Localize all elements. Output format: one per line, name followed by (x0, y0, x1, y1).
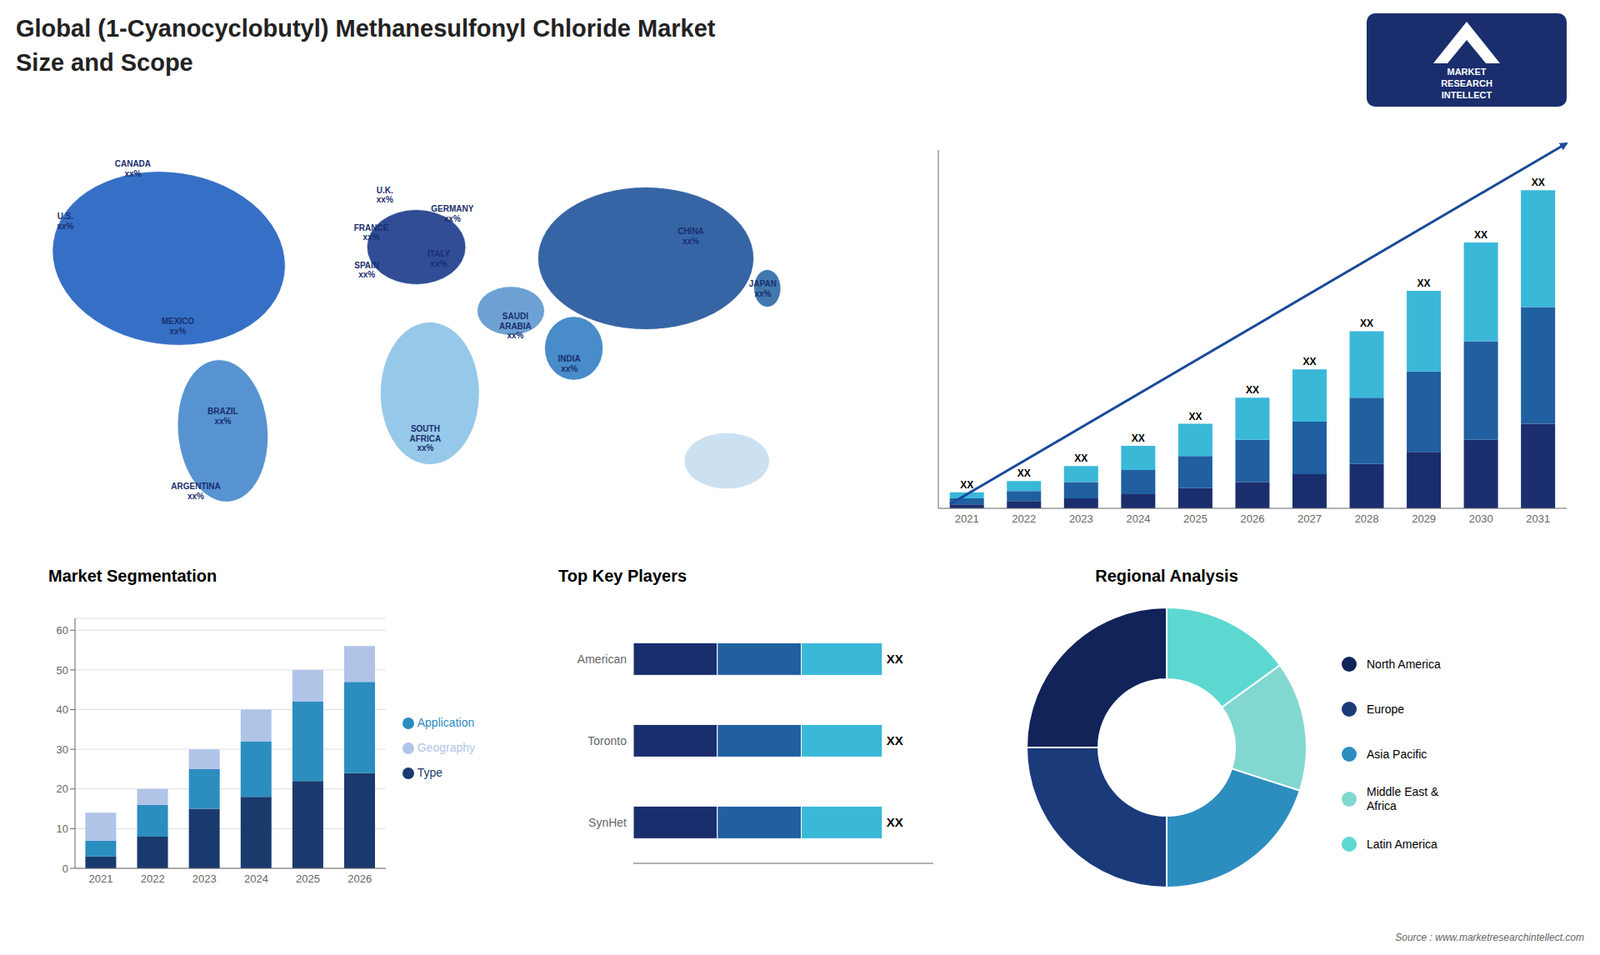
svg-text:50: 50 (56, 664, 69, 677)
html-text:ITALY xx%: ITALY xx% (427, 248, 451, 268)
svg-text:Toronto: Toronto (587, 734, 627, 748)
svg-text:XX: XX (886, 815, 904, 830)
svg-text:30: 30 (56, 743, 69, 756)
svg-text:2025: 2025 (1183, 512, 1208, 525)
svg-text:XX: XX (1245, 384, 1260, 396)
svg-text:0: 0 (62, 862, 69, 875)
html-text:INDIA xx%: INDIA xx% (558, 353, 581, 373)
html-text:U.K. xx%: U.K. xx% (376, 185, 394, 204)
svg-text:SynHet: SynHet (588, 815, 627, 830)
html-text:Source : www.marketresearchint: Source : www.marketresearchintellect.com (1395, 931, 1585, 944)
html-text:SAUDI ARABIA xx%: SAUDI ARABIA xx% (499, 311, 532, 340)
svg-text:XX: XX (886, 651, 904, 666)
svg-text:XX: XX (1531, 176, 1545, 189)
html-text:Market Segmentation: Market Segmentation (48, 566, 217, 585)
html-text:Europe: Europe (1366, 702, 1405, 716)
svg-text:XX: XX (1360, 317, 1374, 330)
svg-text:2031: 2031 (1525, 512, 1550, 525)
svg-text:20: 20 (56, 782, 69, 795)
svg-text:2030: 2030 (1469, 512, 1494, 525)
html-text:GERMANY xx%: GERMANY xx% (431, 203, 474, 223)
html-text:Top Key Players: Top Key Players (558, 566, 687, 585)
svg-text:XX: XX (1302, 355, 1316, 368)
svg-text:XX: XX (1188, 410, 1202, 423)
html-text:Asia Pacific: Asia Pacific (1366, 747, 1427, 761)
html-text:Application: Application (417, 715, 475, 730)
svg-text:XX: XX (1131, 432, 1145, 445)
svg-text:2022: 2022 (1011, 512, 1036, 525)
svg-text:2024: 2024 (244, 872, 269, 885)
svg-text:2028: 2028 (1355, 512, 1380, 525)
svg-text:2029: 2029 (1411, 512, 1436, 525)
svg-text:60: 60 (56, 624, 69, 637)
html-text:CHINA xx%: CHINA xx% (677, 226, 704, 245)
svg-text:American: American (577, 652, 627, 666)
html-text:BRAZIL xx%: BRAZIL xx% (207, 406, 239, 425)
svg-text:2025: 2025 (295, 872, 320, 885)
html-text:SPAIN xx%: SPAIN xx% (354, 260, 380, 279)
svg-text:2026: 2026 (347, 872, 372, 885)
svg-text:2023: 2023 (192, 872, 217, 885)
html-text:Latin America: Latin America (1366, 837, 1438, 851)
html-text:North America: North America (1366, 657, 1441, 671)
html-text:Regional Analysis: Regional Analysis (1095, 566, 1239, 585)
html-text:FRANCE xx%: FRANCE xx% (354, 222, 389, 242)
html-text:JAPAN xx%: JAPAN xx% (749, 278, 777, 298)
svg-text:2021: 2021 (89, 872, 114, 885)
svg-text:10: 10 (56, 822, 69, 835)
html-text:SOUTH AFRICA xx%: SOUTH AFRICA xx% (409, 424, 442, 453)
svg-text:XX: XX (1074, 452, 1088, 465)
svg-text:2021: 2021 (955, 512, 980, 525)
svg-text:XX: XX (886, 733, 904, 748)
html-text:U.S. xx%: U.S. xx% (57, 211, 74, 230)
html-text:MARKET RESEARCH INTELLECT: MARKET RESEARCH INTELLECT (1440, 66, 1493, 100)
svg-text:XX: XX (1017, 467, 1031, 480)
svg-text:XX: XX (1474, 229, 1488, 241)
svg-text:XX: XX (1417, 277, 1431, 290)
html-text:Type: Type (417, 765, 443, 780)
html-text:ARGENTINA xx%: ARGENTINA xx% (171, 481, 221, 500)
svg-text:2022: 2022 (140, 872, 165, 885)
svg-text:2023: 2023 (1069, 512, 1094, 525)
svg-text:XX: XX (960, 479, 974, 491)
html-text:Geography: Geography (417, 740, 475, 755)
svg-text:2027: 2027 (1297, 512, 1322, 525)
svg-text:2024: 2024 (1125, 512, 1150, 525)
html-text:CANADA xx%: CANADA xx% (114, 158, 151, 178)
html-text:Global (1-Cyanocyclobutyl) Met: Global (1-Cyanocyclobutyl) Methanesulfon… (15, 15, 716, 76)
svg-text:40: 40 (56, 703, 69, 716)
html-text:Middle East & Africa: Middle East & Africa (1366, 785, 1439, 813)
html-text:MEXICO xx%: MEXICO xx% (161, 316, 195, 335)
svg-text:2026: 2026 (1240, 512, 1265, 525)
